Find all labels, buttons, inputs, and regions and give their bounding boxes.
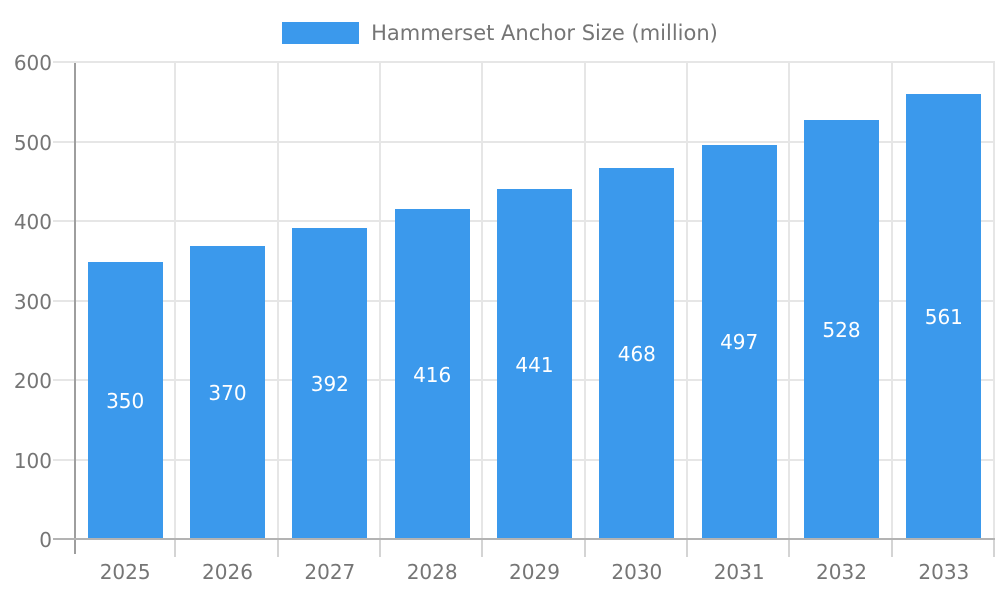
y-axis-label: 200 xyxy=(13,369,52,393)
bar: 370 xyxy=(190,245,265,540)
x-axis-tick xyxy=(890,540,893,557)
x-axis-tick xyxy=(174,540,177,557)
y-axis-label: 100 xyxy=(13,448,52,473)
x-axis-label: 2032 xyxy=(816,560,867,584)
gridline-vertical xyxy=(993,63,995,540)
gridline-vertical xyxy=(686,63,688,540)
x-axis-tick xyxy=(788,540,791,557)
legend-label: Hammerset Anchor Size (million) xyxy=(371,21,718,45)
bar-value-label: 497 xyxy=(720,330,759,355)
x-axis-label: 2028 xyxy=(406,560,458,584)
bar-value-label: 416 xyxy=(413,362,452,387)
y-axis-label: 0 xyxy=(39,528,52,552)
gridline-vertical xyxy=(174,63,177,540)
bar: 528 xyxy=(804,120,879,540)
bar-value-label: 468 xyxy=(617,341,656,366)
x-axis-tick xyxy=(686,540,688,557)
gridline-vertical xyxy=(481,63,484,540)
x-axis-tick xyxy=(583,540,586,557)
x-axis-label: 2030 xyxy=(611,560,663,584)
gridline-vertical xyxy=(379,63,381,540)
bar: 561 xyxy=(906,94,982,540)
gridline-vertical xyxy=(890,63,893,540)
gridline-horizontal xyxy=(53,140,995,143)
bar-value-label: 350 xyxy=(106,388,145,413)
x-axis-label: 2027 xyxy=(304,560,356,584)
gridline-vertical xyxy=(583,63,586,540)
x-axis-label: 2033 xyxy=(918,560,970,584)
x-axis-label: 2031 xyxy=(713,560,765,584)
x-axis-tick xyxy=(993,540,995,557)
bar: 497 xyxy=(701,144,777,540)
x-axis-label: 2029 xyxy=(509,560,560,584)
x-axis-line xyxy=(53,538,995,540)
x-axis-tick xyxy=(481,540,484,557)
plot-area: 350 370 392 416 441 468 497 528 561 xyxy=(53,61,995,557)
bar-value-label: 528 xyxy=(822,318,861,343)
bar: 350 xyxy=(87,261,163,540)
bar: 392 xyxy=(292,228,368,540)
gridline-horizontal xyxy=(53,61,995,63)
y-axis-line xyxy=(74,63,76,554)
y-axis-label: 300 xyxy=(13,289,52,314)
bar: 441 xyxy=(497,189,572,540)
bar-value-label: 370 xyxy=(208,380,247,405)
y-axis-label: 400 xyxy=(13,210,52,234)
x-axis-label: 2026 xyxy=(202,560,253,584)
bar-value-label: 561 xyxy=(924,305,963,329)
gridline-vertical xyxy=(276,63,279,540)
bar: 416 xyxy=(394,209,470,540)
x-axis-label: 2025 xyxy=(99,560,151,584)
y-axis-label: 500 xyxy=(13,130,52,155)
gridline-vertical xyxy=(788,63,791,540)
legend: Hammerset Anchor Size (million) xyxy=(0,18,1000,48)
bar: 468 xyxy=(599,167,675,540)
legend-swatch xyxy=(282,22,360,44)
bar-value-label: 441 xyxy=(515,352,554,377)
bar-value-label: 392 xyxy=(310,372,349,397)
x-axis-tick xyxy=(379,540,381,557)
y-axis-label: 600 xyxy=(13,51,52,75)
x-axis-tick xyxy=(276,540,279,557)
